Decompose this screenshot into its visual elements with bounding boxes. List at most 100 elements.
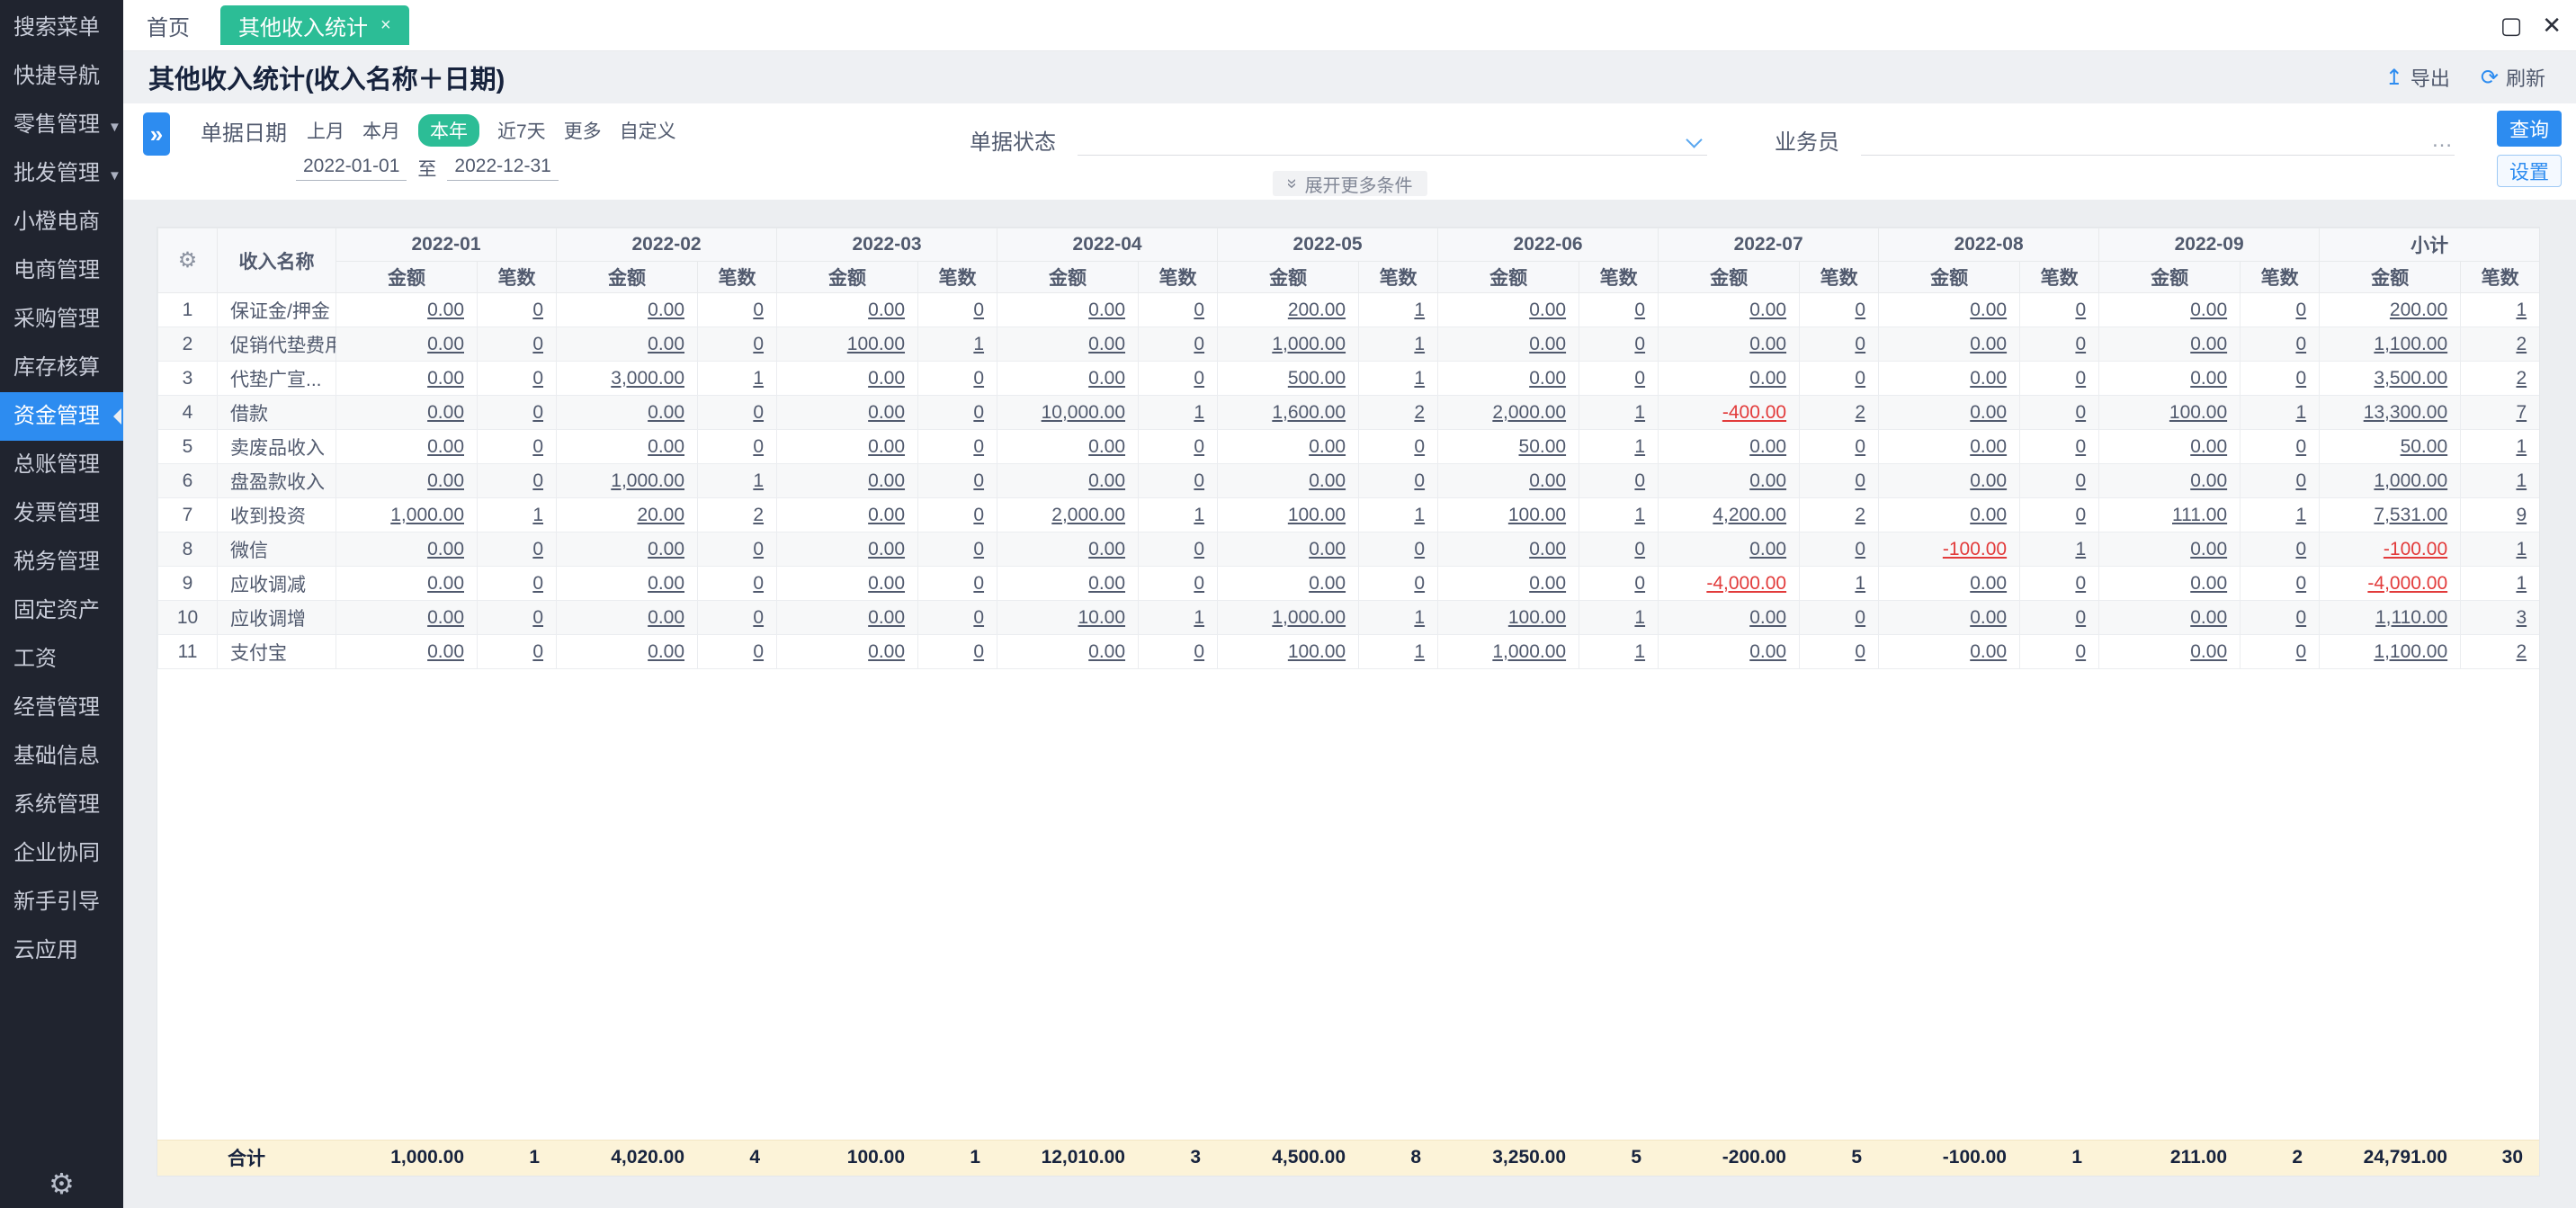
amount-link[interactable]: 13,300.00 bbox=[2363, 401, 2448, 423]
count-link[interactable]: 1 bbox=[1194, 606, 1205, 628]
count-link[interactable]: 1 bbox=[1414, 299, 1426, 320]
count-link[interactable]: 0 bbox=[532, 538, 544, 559]
count-link[interactable]: 1 bbox=[532, 504, 544, 525]
amount-link[interactable]: 0.00 bbox=[1088, 470, 1126, 491]
amount-link[interactable]: 0.00 bbox=[1749, 538, 1787, 559]
count-link[interactable]: 2 bbox=[753, 504, 765, 525]
export-button[interactable]: ↥ 导出 bbox=[2385, 63, 2450, 92]
amount-link[interactable]: 20.00 bbox=[637, 504, 685, 525]
sidebar-item-6[interactable]: 电商管理 bbox=[0, 246, 123, 295]
count-link[interactable]: 0 bbox=[1414, 572, 1426, 594]
tab-home[interactable]: 首页 bbox=[147, 15, 190, 40]
count-link[interactable]: 0 bbox=[753, 401, 765, 423]
count-link[interactable]: 2 bbox=[1855, 401, 1866, 423]
amount-link[interactable]: 0.00 bbox=[1309, 470, 1346, 491]
count-link[interactable]: 0 bbox=[973, 538, 985, 559]
amount-link[interactable]: 100.00 bbox=[1287, 640, 1346, 662]
count-link[interactable]: 1 bbox=[2516, 572, 2527, 594]
sidebar-settings-button[interactable]: ⚙ bbox=[0, 1167, 123, 1201]
tab-other-income-active[interactable]: 其他收入统计 × bbox=[220, 5, 409, 45]
amount-link[interactable]: 0.00 bbox=[2190, 299, 2228, 320]
count-link[interactable]: 0 bbox=[532, 435, 544, 457]
amount-link[interactable]: -100.00 bbox=[2383, 538, 2448, 559]
count-link[interactable]: 0 bbox=[532, 640, 544, 662]
amount-link[interactable]: 200.00 bbox=[1287, 299, 1346, 320]
sidebar-item-18[interactable]: 企业协同 bbox=[0, 829, 123, 878]
count-link[interactable]: 2 bbox=[1855, 504, 1866, 525]
collapse-filter-button[interactable]: » bbox=[143, 112, 170, 156]
amount-link[interactable]: 0.00 bbox=[2190, 640, 2228, 662]
quick-date-option-6[interactable]: 自定义 bbox=[619, 121, 676, 142]
amount-link[interactable]: 0.00 bbox=[427, 333, 464, 354]
count-link[interactable]: 0 bbox=[532, 299, 544, 320]
count-link[interactable]: 0 bbox=[532, 572, 544, 594]
count-link[interactable]: 0 bbox=[532, 333, 544, 354]
amount-link[interactable]: 0.00 bbox=[648, 606, 685, 628]
amount-link[interactable]: 1,000.00 bbox=[390, 504, 464, 525]
count-link[interactable]: 1 bbox=[2075, 538, 2087, 559]
count-link[interactable]: 0 bbox=[2295, 299, 2307, 320]
amount-link[interactable]: 0.00 bbox=[868, 435, 906, 457]
amount-link[interactable]: 0.00 bbox=[648, 538, 685, 559]
amount-link[interactable]: 3,000.00 bbox=[611, 367, 685, 389]
settings-button[interactable]: 设置 bbox=[2497, 155, 2562, 187]
count-link[interactable]: 1 bbox=[1414, 504, 1426, 525]
count-link[interactable]: 0 bbox=[1194, 299, 1205, 320]
count-link[interactable]: 0 bbox=[1855, 333, 1866, 354]
count-link[interactable]: 0 bbox=[1194, 470, 1205, 491]
count-link[interactable]: 0 bbox=[973, 470, 985, 491]
salesman-input[interactable]: … bbox=[1861, 123, 2455, 156]
amount-link[interactable]: 0.00 bbox=[1749, 606, 1787, 628]
count-link[interactable]: 0 bbox=[1194, 367, 1205, 389]
count-link[interactable]: 0 bbox=[1414, 435, 1426, 457]
amount-link[interactable]: 0.00 bbox=[868, 572, 906, 594]
count-link[interactable]: 0 bbox=[2295, 572, 2307, 594]
sidebar-item-9[interactable]: 资金管理 bbox=[0, 392, 123, 441]
amount-link[interactable]: 3,500.00 bbox=[2374, 367, 2448, 389]
count-link[interactable]: 0 bbox=[753, 640, 765, 662]
count-link[interactable]: 0 bbox=[753, 538, 765, 559]
count-link[interactable]: 0 bbox=[2295, 435, 2307, 457]
amount-link[interactable]: 0.00 bbox=[2190, 333, 2228, 354]
count-link[interactable]: 0 bbox=[1194, 333, 1205, 354]
count-link[interactable]: 0 bbox=[1634, 470, 1646, 491]
count-link[interactable]: 0 bbox=[1194, 572, 1205, 594]
amount-link[interactable]: -4,000.00 bbox=[1706, 572, 1787, 594]
count-link[interactable]: 0 bbox=[1194, 538, 1205, 559]
amount-link[interactable]: 0.00 bbox=[1970, 504, 2008, 525]
sidebar-item-14[interactable]: 工资 bbox=[0, 635, 123, 684]
count-link[interactable]: 0 bbox=[973, 606, 985, 628]
sidebar-item-7[interactable]: 采购管理 bbox=[0, 295, 123, 344]
count-link[interactable]: 0 bbox=[1855, 470, 1866, 491]
count-link[interactable]: 0 bbox=[2075, 504, 2087, 525]
count-link[interactable]: 0 bbox=[2075, 401, 2087, 423]
amount-link[interactable]: 1,000.00 bbox=[611, 470, 685, 491]
count-link[interactable]: 0 bbox=[2075, 606, 2087, 628]
count-link[interactable]: 0 bbox=[753, 333, 765, 354]
count-link[interactable]: 2 bbox=[1414, 401, 1426, 423]
amount-link[interactable]: 0.00 bbox=[1970, 572, 2008, 594]
count-link[interactable]: 0 bbox=[973, 572, 985, 594]
count-link[interactable]: 3 bbox=[2516, 606, 2527, 628]
sidebar-item-20[interactable]: 云应用 bbox=[0, 926, 123, 975]
count-link[interactable]: 0 bbox=[2075, 333, 2087, 354]
count-link[interactable]: 0 bbox=[1855, 606, 1866, 628]
amount-link[interactable]: 100.00 bbox=[1507, 504, 1567, 525]
amount-link[interactable]: 0.00 bbox=[1088, 538, 1126, 559]
sidebar-item-3[interactable]: 零售管理 ▼ bbox=[0, 101, 123, 149]
amount-link[interactable]: 0.00 bbox=[427, 606, 464, 628]
amount-link[interactable]: 0.00 bbox=[427, 435, 464, 457]
amount-link[interactable]: 0.00 bbox=[868, 538, 906, 559]
sidebar-item-15[interactable]: 经营管理 bbox=[0, 684, 123, 732]
amount-link[interactable]: 0.00 bbox=[1970, 640, 2008, 662]
amount-link[interactable]: -400.00 bbox=[1722, 401, 1787, 423]
amount-link[interactable]: 0.00 bbox=[1088, 640, 1126, 662]
count-link[interactable]: 1 bbox=[1194, 504, 1205, 525]
search-button[interactable]: 查询 bbox=[2497, 111, 2562, 147]
amount-link[interactable]: 0.00 bbox=[1529, 367, 1567, 389]
count-link[interactable]: 0 bbox=[753, 606, 765, 628]
amount-link[interactable]: 500.00 bbox=[1287, 367, 1346, 389]
count-link[interactable]: 1 bbox=[973, 333, 985, 354]
amount-link[interactable]: 0.00 bbox=[1529, 470, 1567, 491]
count-link[interactable]: 1 bbox=[1414, 640, 1426, 662]
